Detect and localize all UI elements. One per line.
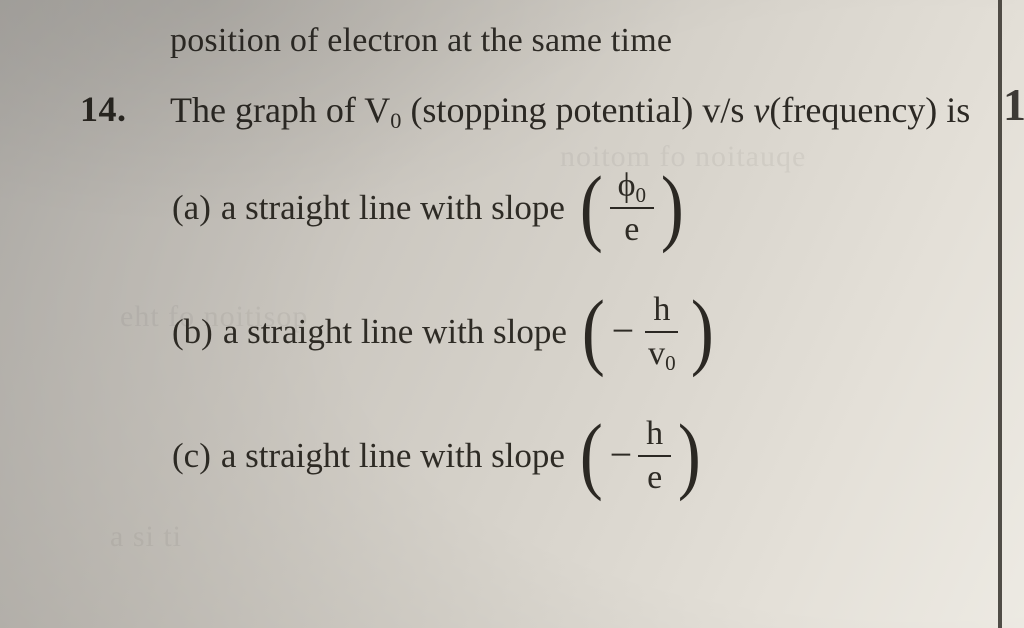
numerator-symbol: h xyxy=(646,415,663,452)
option-b-text: a straight line with slope xyxy=(223,312,567,352)
page-edge-glyph: 1 xyxy=(1003,78,1024,131)
fraction-wrapper: − h e xyxy=(606,417,676,495)
denominator: e xyxy=(639,457,670,495)
ghost-text: a si ti xyxy=(110,520,182,554)
denominator: e xyxy=(616,209,647,247)
numerator: ϕ0 xyxy=(610,169,654,209)
previous-question-fragment: position of electron at the same time xyxy=(170,22,984,60)
question-row: 14. The graph of V0 (stopping potential)… xyxy=(80,88,984,133)
option-c-expression: ( − h e ) xyxy=(577,417,704,495)
option-a-label: (a) xyxy=(172,188,211,228)
option-a-expression: ( ϕ0 e ) xyxy=(577,169,687,247)
left-paren-icon: ( xyxy=(580,422,603,487)
page: 1 noitom fo noitauqe eht fo noitisop a s… xyxy=(0,0,1024,628)
option-c-label: (c) xyxy=(172,436,211,476)
right-paren-icon: ) xyxy=(661,174,684,239)
fraction: ϕ0 e xyxy=(610,169,654,247)
numerator-symbol: ϕ xyxy=(618,167,636,204)
stem-text-suffix: (frequency) is xyxy=(769,90,970,130)
fraction: h v0 xyxy=(640,293,684,371)
right-paren-icon: ) xyxy=(691,298,714,363)
options-list: (a) a straight line with slope ( ϕ0 e ) xyxy=(172,169,984,495)
option-b-expression: ( − h v0 ) xyxy=(579,293,716,371)
option-b-label: (b) xyxy=(172,312,213,352)
option-a-text: a straight line with slope xyxy=(221,188,565,228)
right-margin-rule xyxy=(998,0,1002,628)
fraction-wrapper: ϕ0 e xyxy=(606,169,658,247)
stem-subscript: 0 xyxy=(390,108,401,133)
denominator-symbol: e xyxy=(647,459,662,496)
denominator-symbol: e xyxy=(624,211,639,248)
question-stem: The graph of V0 (stopping potential) v/s… xyxy=(170,88,970,133)
option-b: (b) a straight line with slope ( − h v0 … xyxy=(172,293,984,371)
left-paren-icon: ( xyxy=(580,174,603,239)
stem-text-mid: (stopping potential) v/s xyxy=(401,90,753,130)
numerator-symbol: h xyxy=(653,291,670,328)
negative-sign: − xyxy=(612,307,635,354)
denominator: v0 xyxy=(640,333,684,371)
question-number: 14. xyxy=(80,88,142,130)
option-a: (a) a straight line with slope ( ϕ0 e ) xyxy=(172,169,984,247)
numerator: h xyxy=(638,417,671,457)
denominator-symbol: v xyxy=(648,335,665,372)
denominator-subscript: 0 xyxy=(665,351,676,375)
right-paren-icon: ) xyxy=(678,422,701,487)
negative-sign: − xyxy=(610,431,633,478)
numerator-subscript: 0 xyxy=(636,183,647,207)
left-paren-icon: ( xyxy=(582,298,605,363)
option-c: (c) a straight line with slope ( − h e ) xyxy=(172,417,984,495)
stem-text-prefix: The graph of V xyxy=(170,90,390,130)
option-c-text: a straight line with slope xyxy=(221,436,565,476)
numerator: h xyxy=(645,293,678,333)
fraction-wrapper: − h v0 xyxy=(608,293,688,371)
fraction: h e xyxy=(638,417,671,495)
stem-nu: v xyxy=(753,90,769,130)
